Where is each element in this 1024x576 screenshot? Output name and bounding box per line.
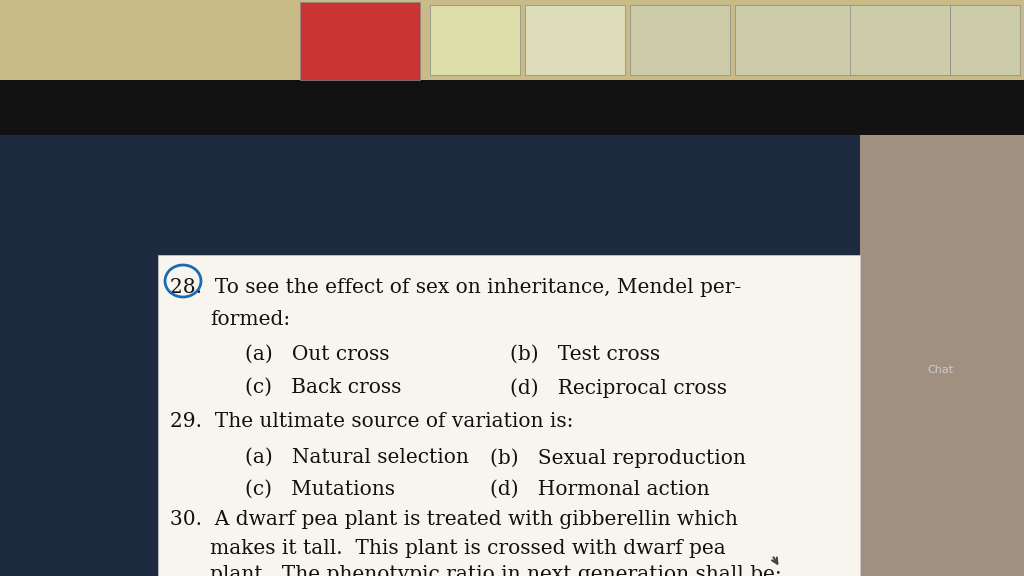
Text: plant.  The phenotypic ratio in next generation shall be:: plant. The phenotypic ratio in next gene… [210,565,781,576]
Text: (d)   Reciprocal cross: (d) Reciprocal cross [510,378,727,397]
FancyBboxPatch shape [430,5,520,75]
Text: (a)   Natural selection: (a) Natural selection [245,448,469,467]
Text: 30.  A dwarf pea plant is treated with gibberellin which: 30. A dwarf pea plant is treated with gi… [170,510,738,529]
FancyBboxPatch shape [0,0,1024,85]
Text: (c)   Mutations: (c) Mutations [245,480,395,499]
FancyBboxPatch shape [860,135,1024,576]
Text: Chat: Chat [927,365,953,375]
Text: (c)   Back cross: (c) Back cross [245,378,401,397]
FancyBboxPatch shape [158,255,860,576]
Text: (b)   Test cross: (b) Test cross [510,345,660,364]
FancyBboxPatch shape [850,5,950,75]
Text: formed:: formed: [210,310,290,329]
Text: 28.  To see the effect of sex on inheritance, Mendel per-: 28. To see the effect of sex on inherita… [170,278,741,297]
FancyBboxPatch shape [0,0,1024,110]
FancyBboxPatch shape [735,5,855,75]
Text: (d)   Hormonal action: (d) Hormonal action [490,480,710,499]
Text: 29.  The ultimate source of variation is:: 29. The ultimate source of variation is: [170,412,573,431]
FancyBboxPatch shape [525,5,625,75]
FancyBboxPatch shape [0,135,1024,576]
FancyBboxPatch shape [0,80,1024,140]
FancyBboxPatch shape [950,5,1020,75]
Text: (a)   Out cross: (a) Out cross [245,345,389,364]
FancyBboxPatch shape [300,2,420,80]
Text: (b)   Sexual reproduction: (b) Sexual reproduction [490,448,745,468]
Text: makes it tall.  This plant is crossed with dwarf pea: makes it tall. This plant is crossed wit… [210,539,726,558]
FancyBboxPatch shape [630,5,730,75]
